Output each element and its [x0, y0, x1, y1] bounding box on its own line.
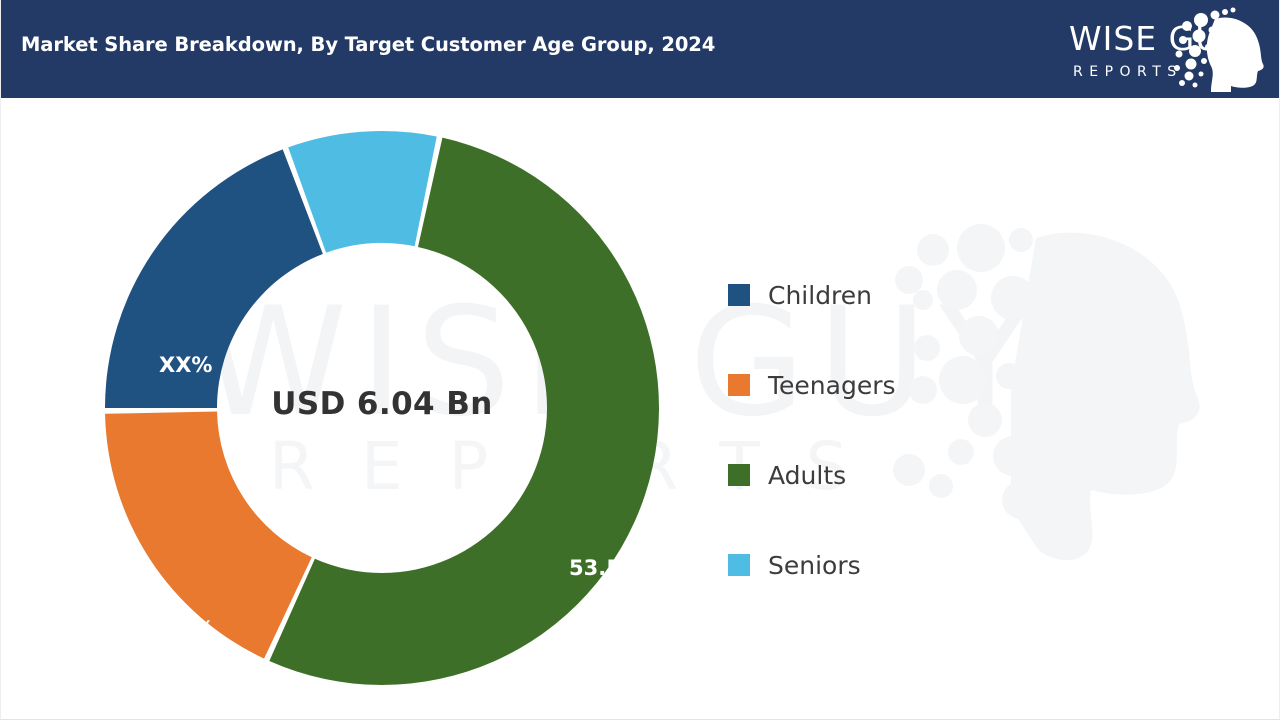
donut-slice-children[interactable] [105, 149, 323, 408]
legend-swatch-adults [728, 464, 750, 486]
legend-swatch-teenagers [728, 374, 750, 396]
svg-text:WISE GUY: WISE GUY [1069, 19, 1242, 58]
donut-chart: USD 6.04 Bn XX% XX% 53.5% XX% [1, 98, 701, 719]
donut-slice-teenagers[interactable] [105, 411, 312, 659]
svg-text:REPORTS: REPORTS [1073, 64, 1183, 80]
legend-item-adults[interactable]: Adults [728, 430, 1028, 520]
legend-item-children[interactable]: Children [728, 250, 1028, 340]
donut-slice-adults[interactable] [269, 137, 660, 686]
chart-legend: Children Teenagers Adults Seniors [728, 250, 1028, 610]
legend-swatch-children [728, 284, 750, 306]
slice-label-seniors: XX% [338, 250, 392, 274]
slice-label-adults: 53.5% [569, 556, 642, 580]
wise-guy-reports-logo: WISE GUY REPORTS [1065, 6, 1275, 92]
legend-label-seniors: Seniors [768, 550, 861, 580]
donut-slice-seniors[interactable] [288, 130, 437, 253]
legend-item-seniors[interactable]: Seniors [728, 520, 1028, 610]
legend-label-teenagers: Teenagers [768, 370, 896, 400]
donut-center-label: USD 6.04 Bn [271, 386, 493, 422]
slice-label-teenagers: XX% [161, 617, 215, 641]
legend-swatch-seniors [728, 554, 750, 576]
donut-svg [105, 130, 660, 686]
legend-label-children: Children [768, 280, 873, 310]
header-bar: Market Share Breakdown, By Target Custom… [1, 0, 1279, 98]
slice-label-children: XX% [159, 353, 213, 377]
page-title: Market Share Breakdown, By Target Custom… [21, 33, 716, 56]
legend-item-teenagers[interactable]: Teenagers [728, 340, 1028, 430]
legend-label-adults: Adults [768, 460, 847, 490]
